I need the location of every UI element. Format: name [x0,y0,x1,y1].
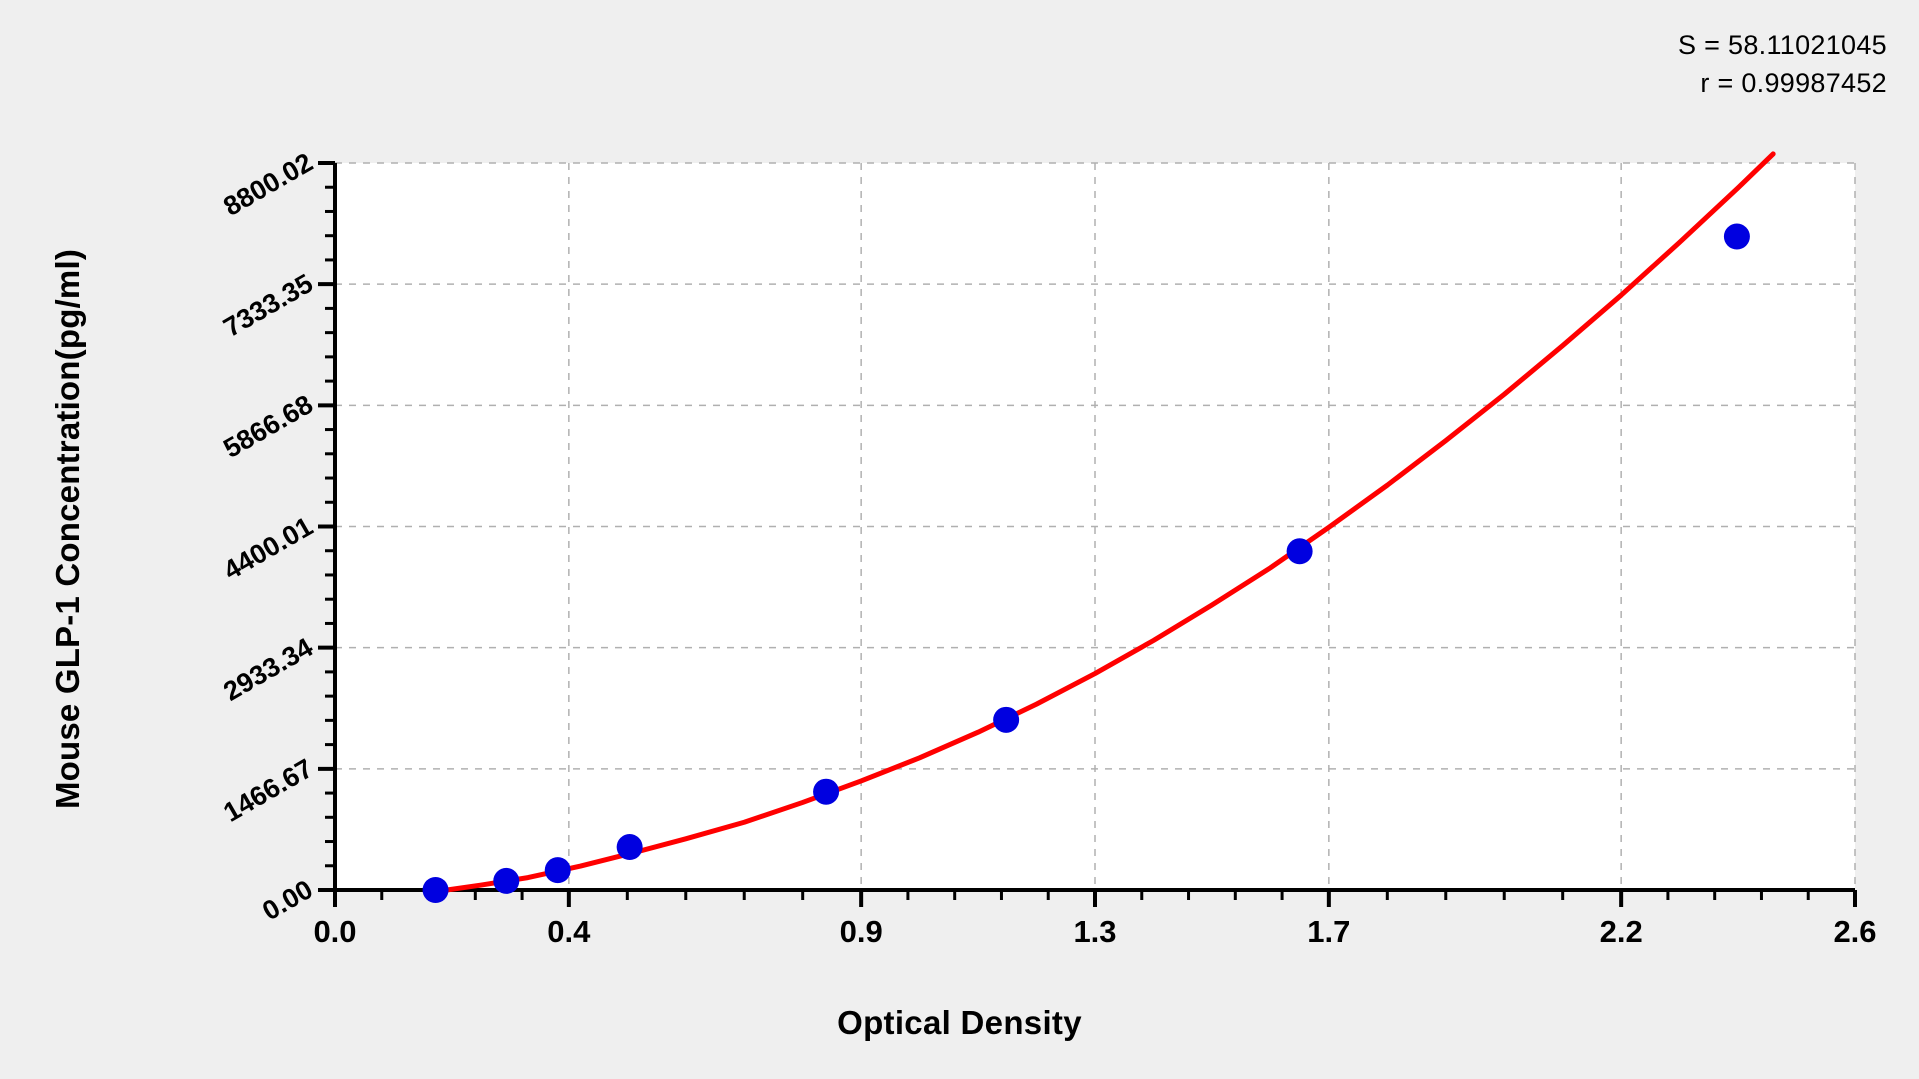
data-point-marker [544,857,571,884]
x-axis-tick-label: 0.9 [839,914,883,949]
x-axis-tick-label: 0.4 [547,914,591,949]
grid-lines [335,162,1856,890]
standard-error-label: S = 58.11021045 [1678,30,1887,60]
x-axis-tick-label: 2.6 [1833,914,1877,949]
data-point-marker [1286,538,1313,565]
data-points [422,223,1750,903]
data-point-marker [993,706,1020,733]
data-point-marker [813,778,840,805]
data-point-marker [493,867,520,894]
x-axis-tick-label: 1.7 [1307,914,1351,949]
y-axis-title: Mouse GLP-1 Concentration(pg/ml) [49,248,86,810]
data-point-marker [1723,223,1750,250]
x-axis-tick-label: 0.0 [313,914,357,949]
statistics-annotation: S = 58.11021045 r = 0.99987452 [1678,26,1887,103]
x-axis-title: Optical Density [837,1004,1082,1041]
axis-lines [333,163,1855,892]
correlation-coefficient-label: r = 0.99987452 [1700,68,1887,99]
x-axis-tick-label: 1.3 [1073,914,1117,949]
x-axis-tick-label: 2.2 [1599,914,1643,949]
data-point-marker [422,877,449,903]
data-point-marker [616,834,643,861]
